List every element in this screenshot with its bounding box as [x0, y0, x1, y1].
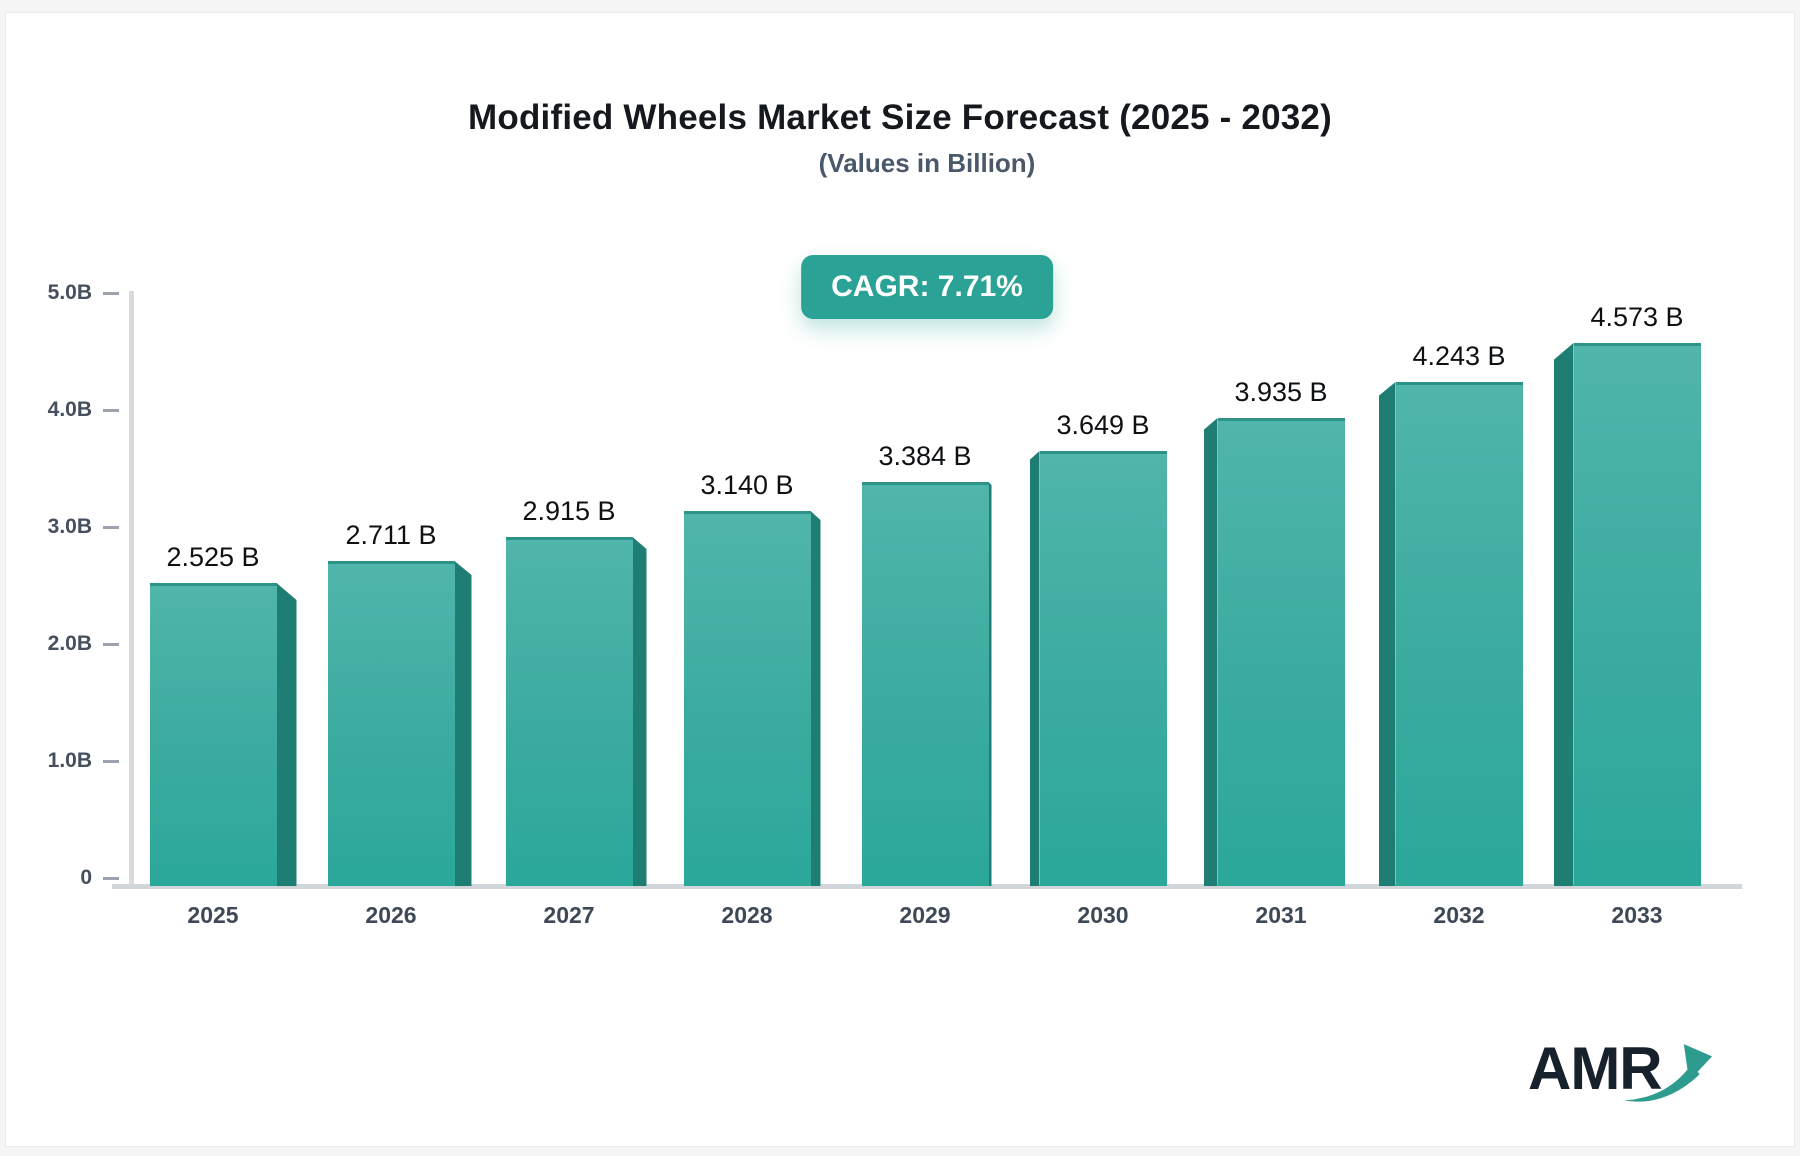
- x-axis-label: 2026: [365, 902, 417, 928]
- y-axis-label: 5.0B: [47, 281, 92, 304]
- y-axis-tick: [103, 877, 119, 880]
- x-axis-label: 2029: [899, 902, 951, 928]
- bar-value-label: 4.243 B: [1412, 341, 1506, 371]
- bar-2030: [1039, 451, 1167, 886]
- cagr-badge: CAGR: 7.71%: [801, 255, 1053, 319]
- bar-side-2025: [276, 583, 297, 886]
- y-axis-label: 0: [80, 866, 92, 889]
- bar-value-label: 4.573 B: [1590, 302, 1684, 332]
- x-axis-label: 2027: [543, 902, 595, 928]
- y-axis-label: 1.0B: [47, 749, 92, 772]
- bar-side-2029: [988, 482, 992, 886]
- bar-2026: [327, 561, 455, 886]
- x-axis-baseline: [112, 884, 1742, 889]
- y-axis-tick: [103, 526, 119, 529]
- y-axis-tick: [103, 292, 119, 295]
- chart-subtitle: (Values in Billion): [818, 148, 1036, 178]
- bar-2032: [1395, 382, 1523, 886]
- bar-value-label: 3.140 B: [700, 470, 794, 500]
- x-axis-label: 2028: [721, 902, 773, 928]
- amr-logo: AMR: [1528, 1032, 1758, 1116]
- x-axis-label: 2032: [1433, 902, 1485, 928]
- bar-2029: [861, 482, 989, 886]
- y-axis-label: 4.0B: [47, 398, 92, 421]
- y-axis-tick: [103, 760, 119, 763]
- x-axis-label: 2030: [1077, 902, 1129, 928]
- amr-logo-text: AMR: [1528, 1035, 1663, 1102]
- y-axis-tick: [103, 409, 119, 412]
- chart-title: Modified Wheels Market Size Forecast (20…: [468, 98, 1332, 137]
- bar-value-label: 2.711 B: [345, 520, 437, 550]
- growth-arrow-icon: [1624, 1044, 1712, 1102]
- y-axis-line: [129, 291, 134, 886]
- bar-side-2033: [1553, 343, 1574, 886]
- bar-side-2027: [632, 537, 647, 886]
- bar-2025: [149, 583, 277, 886]
- bar-value-label: 2.915 B: [522, 496, 616, 526]
- bar-2028: [683, 511, 811, 886]
- x-axis-label: 2025: [187, 902, 239, 928]
- bar-2031: [1217, 418, 1345, 886]
- bar-2033: [1573, 343, 1701, 886]
- bar-value-label: 3.935 B: [1234, 377, 1328, 407]
- bar-side-2030: [1029, 451, 1040, 886]
- bar-side-2032: [1378, 382, 1396, 886]
- bar-side-2028: [810, 511, 821, 886]
- y-axis-label: 3.0B: [47, 515, 92, 538]
- x-axis-label: 2033: [1611, 902, 1663, 928]
- y-axis-label: 2.0B: [47, 632, 92, 655]
- bar-2027: [505, 537, 633, 886]
- bar-side-2026: [454, 561, 472, 886]
- bar-value-label: 3.384 B: [878, 441, 972, 471]
- bar-side-2031: [1203, 418, 1218, 886]
- bar-value-label: 2.525 B: [166, 542, 260, 572]
- y-axis-tick: [103, 643, 119, 646]
- bar-value-label: 3.649 B: [1056, 410, 1150, 440]
- x-axis-label: 2031: [1255, 902, 1307, 928]
